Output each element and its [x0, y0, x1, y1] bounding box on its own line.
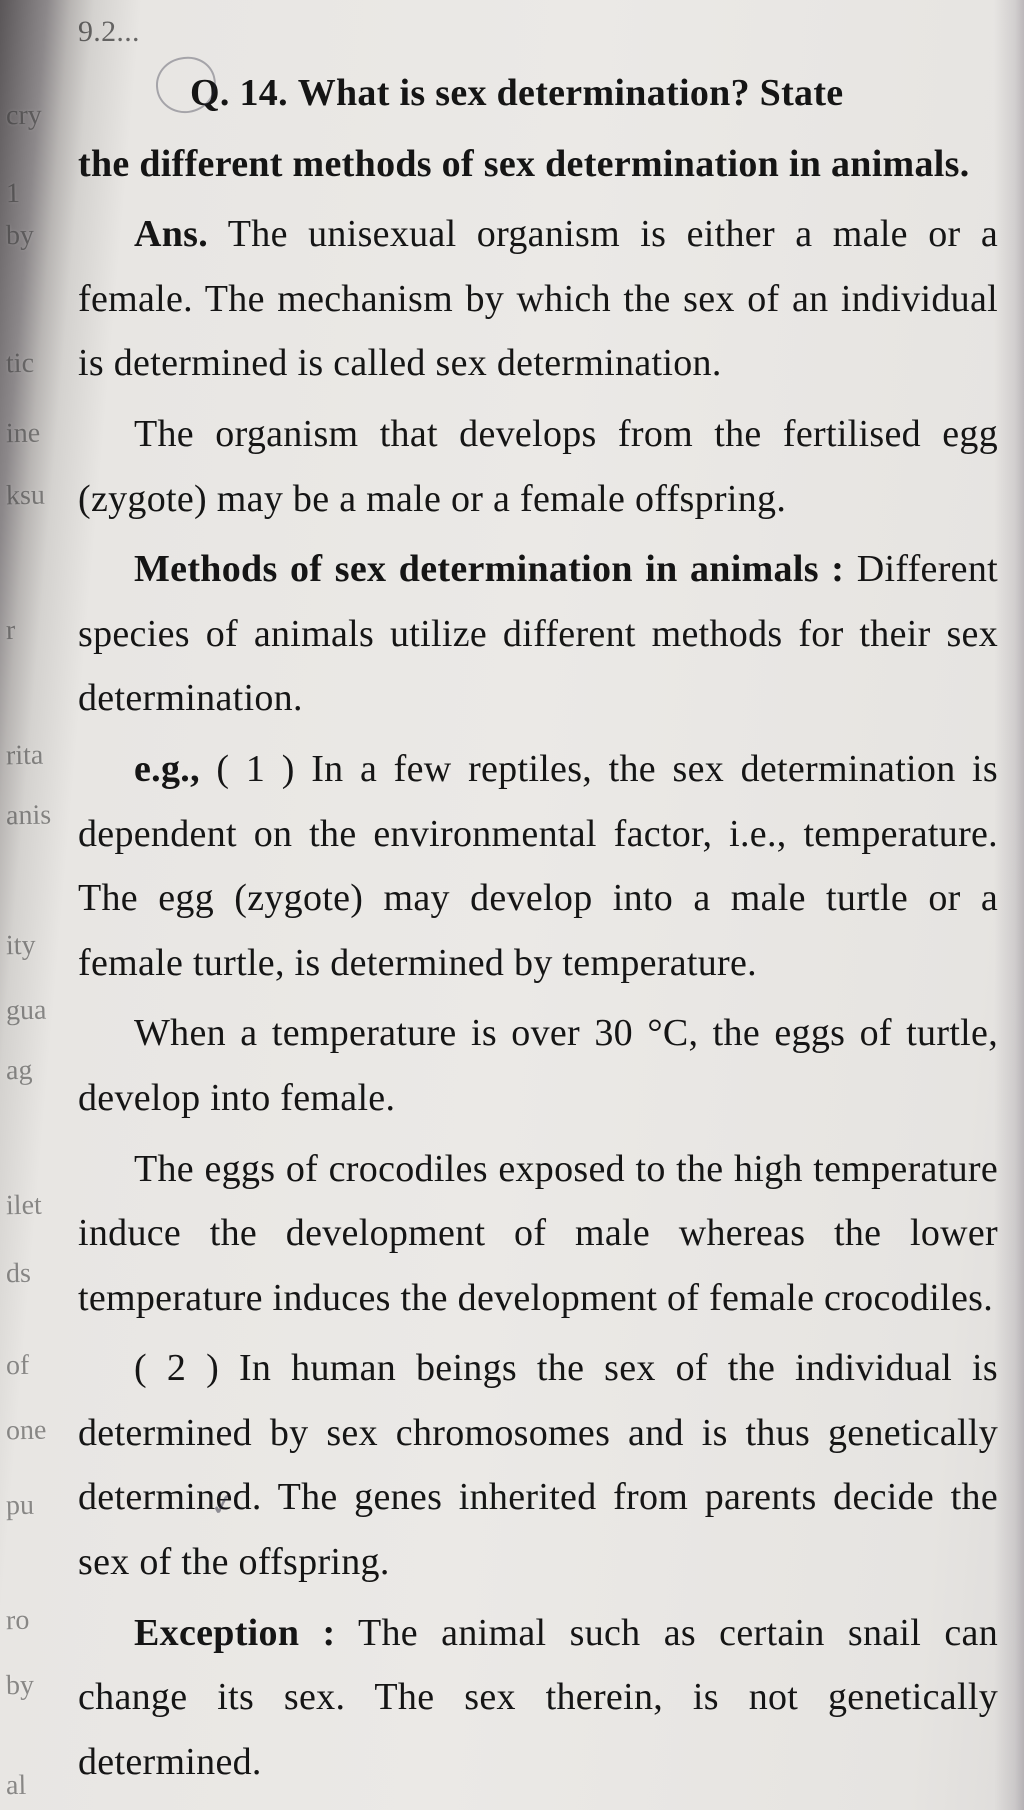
binding-tab-fragment: ag [6, 1055, 33, 1087]
cutoff-previous-line: 9.2... [78, 6, 998, 57]
binding-tab-fragment: rita [6, 740, 44, 773]
binding-tab-fragment: ilet [6, 1190, 42, 1223]
binding-tab-fragment: gua [6, 995, 47, 1028]
binding-shadow: cry 1 by tic ine ksu r rita anis ity gua ag ilet ds of… [0, 0, 80, 1810]
binding-tab-fragment: r [6, 615, 16, 647]
eg-label: e.g., [134, 748, 200, 790]
answer-label: Ans. [134, 213, 208, 255]
answer-para2: The organism that develops from the fert… [78, 402, 998, 531]
example1-para2: When a temperature is over 30 °C, the eg… [78, 1001, 998, 1130]
binding-tab-fragment: ksu [6, 480, 45, 513]
question-number-value: 14. [239, 72, 287, 114]
page-content: 9.2... Q. 14. What is sex determination?… [78, 6, 998, 1800]
binding-tab-fragment: tic [6, 348, 35, 380]
binding-tab-fragment: one [6, 1415, 47, 1448]
exception-para: Exception : The animal such as certain s… [78, 1601, 998, 1795]
answer-para1-text: The unisexual organism is either a male … [78, 213, 998, 384]
binding-tab-fragment: ity [6, 930, 36, 963]
eg2-number: ( 2 ) [134, 1347, 219, 1389]
binding-tab-fragment: ro [6, 1605, 30, 1637]
right-page-shade [994, 0, 1024, 1810]
example1-para1: e.g., ( 1 ) In a few reptiles, the sex d… [78, 737, 998, 995]
eg1-number: ( 1 ) [216, 748, 294, 790]
exception-label: Exception : [134, 1612, 335, 1654]
binding-tab-fragment: ine [6, 418, 41, 451]
binding-tab-fragment: 1 [6, 178, 21, 210]
question-rest: the different methods of sex determinati… [78, 132, 998, 197]
binding-tab-fragment: pu [6, 1490, 35, 1522]
binding-tab-fragment: cry [6, 100, 42, 133]
question-text: Q. 14. What is sex determination? State [78, 61, 998, 126]
binding-tab-fragment: by [6, 220, 35, 252]
methods-heading: Methods of sex determination in animals … [134, 548, 844, 590]
question-number-prefix: Q. [190, 72, 230, 114]
example1-para3: The eggs of crocodiles exposed to the hi… [78, 1137, 998, 1331]
example2-para1: ( 2 ) In human beings the sex of the ind… [78, 1336, 998, 1594]
binding-tab-fragment: of [6, 1350, 30, 1382]
binding-tab-fragment: ds [6, 1258, 31, 1290]
binding-tab-fragment: by [6, 1670, 35, 1702]
question-line1: What is sex determination? State [298, 72, 844, 114]
answer-para1: Ans. The unisexual organism is either a … [78, 202, 998, 396]
question-number: Q. 14. [134, 61, 288, 126]
methods-block: Methods of sex determination in animals … [78, 537, 998, 731]
binding-tab-fragment: al [6, 1770, 27, 1802]
binding-tab-fragment: anis [6, 800, 52, 833]
